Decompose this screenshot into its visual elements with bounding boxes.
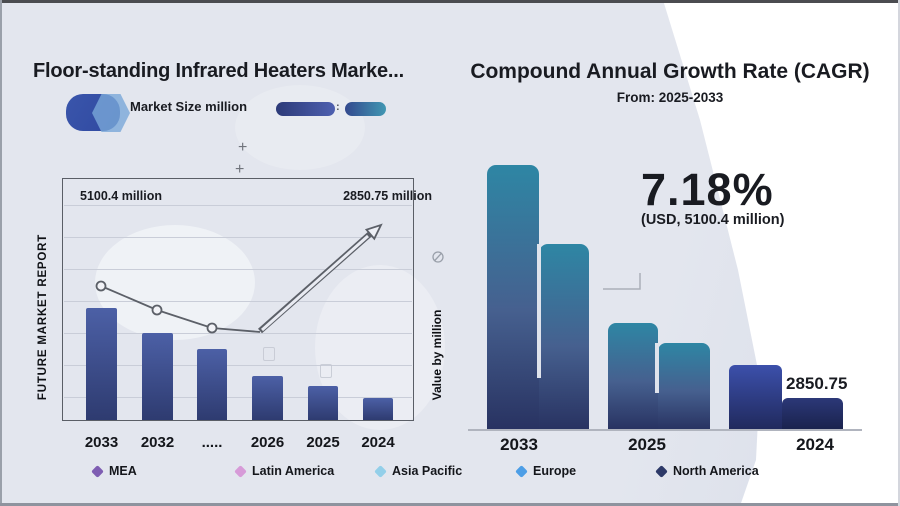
x-tick-label: 2024 bbox=[796, 435, 834, 454]
ratio-pill-end-icon bbox=[345, 102, 386, 116]
bar-2024 bbox=[363, 398, 393, 420]
bar-2025-secondary bbox=[658, 343, 710, 430]
ratio-pill-start-icon bbox=[276, 102, 335, 116]
x-tick-label: 2032 bbox=[140, 434, 175, 451]
bar-gap bbox=[655, 343, 659, 393]
frame-border-left bbox=[0, 0, 2, 506]
start-value-label: 5100.4 million bbox=[80, 189, 162, 203]
gridline bbox=[64, 269, 412, 270]
bar-2032 bbox=[142, 333, 173, 420]
legend-diamond-icon bbox=[374, 464, 387, 478]
frame-border-bottom bbox=[0, 503, 900, 506]
legend-diamond-icon bbox=[655, 464, 668, 478]
x-tick-label: 2033 bbox=[500, 435, 538, 454]
end-value-label: 2850.75 million bbox=[343, 189, 432, 203]
legend-diamond-icon bbox=[234, 464, 247, 478]
bar-2033 bbox=[86, 308, 117, 420]
right-chart-baseline bbox=[468, 429, 862, 431]
legend-label: North America bbox=[673, 464, 759, 478]
cagr-title: Compound Annual Growth Rate (CAGR) bbox=[470, 60, 870, 83]
ratio-separator: : bbox=[336, 101, 340, 113]
x-tick-label: 2024 bbox=[361, 434, 395, 451]
cagr-period: From: 2025-2033 bbox=[616, 90, 724, 105]
bar-2033-primary bbox=[487, 165, 539, 430]
bar-2024-primary bbox=[729, 365, 782, 430]
market-size-label: Market Size million bbox=[130, 99, 248, 114]
bar-gap bbox=[537, 244, 541, 378]
legend-diamond-icon bbox=[515, 464, 528, 478]
gridline bbox=[64, 205, 412, 206]
bar-2024-secondary bbox=[782, 398, 843, 430]
bar-2026 bbox=[252, 376, 283, 420]
x-tick-label: 2026 bbox=[250, 434, 285, 451]
gridline bbox=[64, 301, 412, 302]
legend-label: MEA bbox=[109, 464, 137, 478]
bar-2025 bbox=[308, 386, 338, 420]
background-blob bbox=[235, 85, 365, 170]
legend-diamond-icon bbox=[91, 464, 104, 478]
frame-border-top bbox=[0, 0, 900, 3]
x-tick-label: 2025 bbox=[628, 435, 666, 454]
left-chart-title: Floor-standing Infrared Heaters Marke... bbox=[33, 60, 404, 82]
legend-label: Asia Pacific bbox=[392, 464, 463, 478]
value-axis-label: Value by million bbox=[430, 309, 444, 401]
document-icon bbox=[320, 364, 332, 378]
x-tick-label: ..... bbox=[201, 434, 223, 451]
x-tick-label: 2025 bbox=[306, 434, 340, 451]
legend-item-mea: MEA bbox=[91, 463, 137, 479]
cagr-value: 7.18% bbox=[641, 164, 774, 215]
gridline bbox=[64, 397, 412, 398]
plus-icon: + bbox=[238, 139, 248, 156]
legend-item-europe: Europe bbox=[515, 463, 577, 479]
market-size-hexagon-icon bbox=[92, 94, 130, 132]
cagr-caption: (USD, 5100.4 million) bbox=[641, 212, 785, 228]
bar-..... bbox=[197, 349, 227, 420]
right-chart-end-value: 2850.75 bbox=[786, 374, 848, 393]
x-tick-label: 2033 bbox=[84, 434, 119, 451]
future-market-report-watermark: FUTURE MARKET REPORT bbox=[37, 233, 49, 401]
legend-item-latin-america: Latin America bbox=[234, 463, 335, 479]
frame-border-right bbox=[898, 0, 900, 506]
bar-2033-secondary bbox=[539, 244, 589, 430]
gridline bbox=[64, 333, 412, 334]
legend-label: Europe bbox=[533, 464, 577, 478]
legend-item-north-america: North America bbox=[655, 463, 759, 479]
gridline bbox=[64, 365, 412, 366]
document-icon bbox=[263, 347, 275, 361]
legend-item-asia-pacific: Asia Pacific bbox=[374, 463, 463, 479]
bar-2025-primary bbox=[608, 323, 658, 430]
legend-label: Latin America bbox=[252, 464, 335, 478]
gridline bbox=[64, 237, 412, 238]
plus-icon: + bbox=[235, 161, 245, 178]
